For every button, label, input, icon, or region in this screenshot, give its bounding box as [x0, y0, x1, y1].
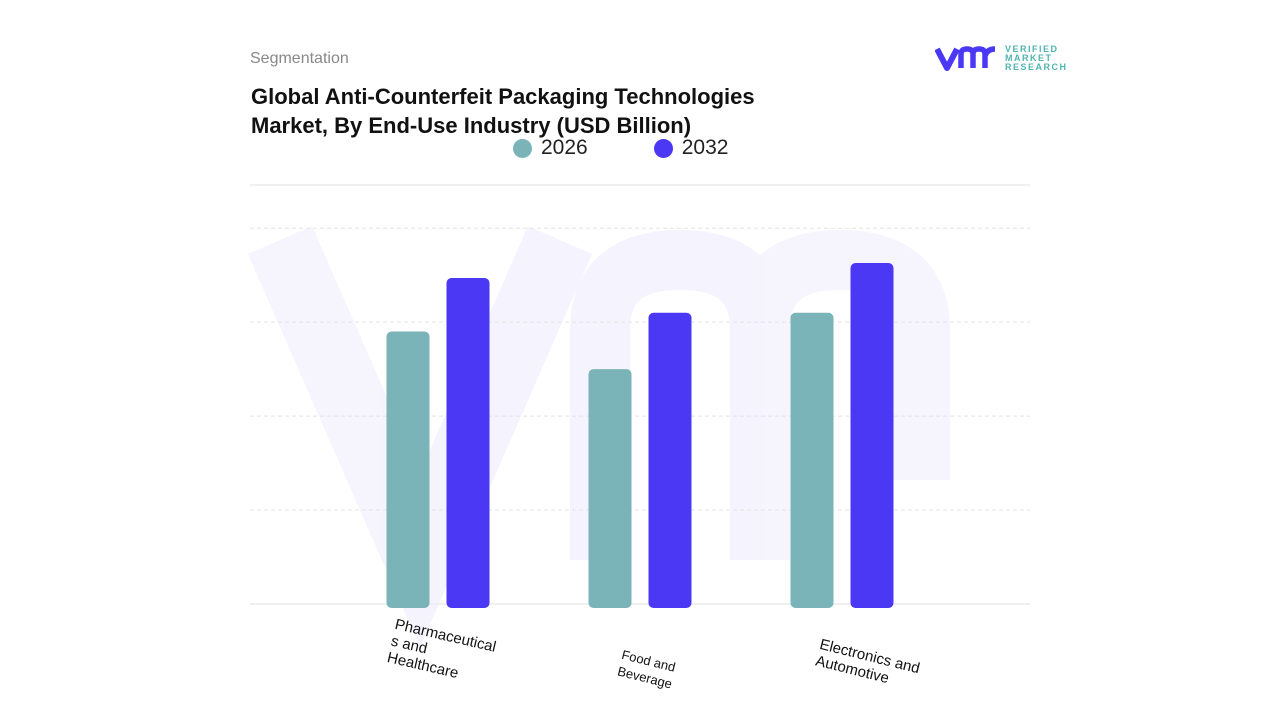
chart-title: Global Anti-Counterfeit Packaging Techno…: [251, 82, 851, 140]
title-line-1: Global Anti-Counterfeit Packaging Techno…: [251, 84, 755, 109]
legend-label: 2026: [541, 136, 588, 159]
bar-2032-0: [446, 278, 490, 608]
logo-line-3: RESEARCH: [1005, 61, 1068, 72]
vmr-logo: VERIFIED MARKET RESEARCH: [935, 44, 1068, 72]
bar-2026-0: [386, 331, 430, 608]
legend-item-2032: 2032: [653, 136, 729, 160]
vmr-logo-icon: [935, 46, 996, 71]
legend-label: 2032: [681, 136, 729, 159]
legend-swatch: [513, 138, 532, 158]
bar-2032-2: [850, 262, 894, 608]
logo-line-1: VERIFIED: [1005, 43, 1059, 54]
title-line-2: Market, By End-Use Industry (USD Billion…: [251, 113, 692, 138]
legend: 2026 2032: [513, 136, 728, 160]
legend-swatch: [653, 138, 673, 158]
bar-2032-1: [648, 312, 692, 608]
bar-2026-1: [588, 369, 632, 608]
legend-item-2026: 2026: [513, 136, 588, 160]
section-label: Segmentation: [250, 50, 349, 67]
logo-line-2: MARKET: [1005, 52, 1053, 63]
bar-2026-2: [790, 312, 834, 608]
